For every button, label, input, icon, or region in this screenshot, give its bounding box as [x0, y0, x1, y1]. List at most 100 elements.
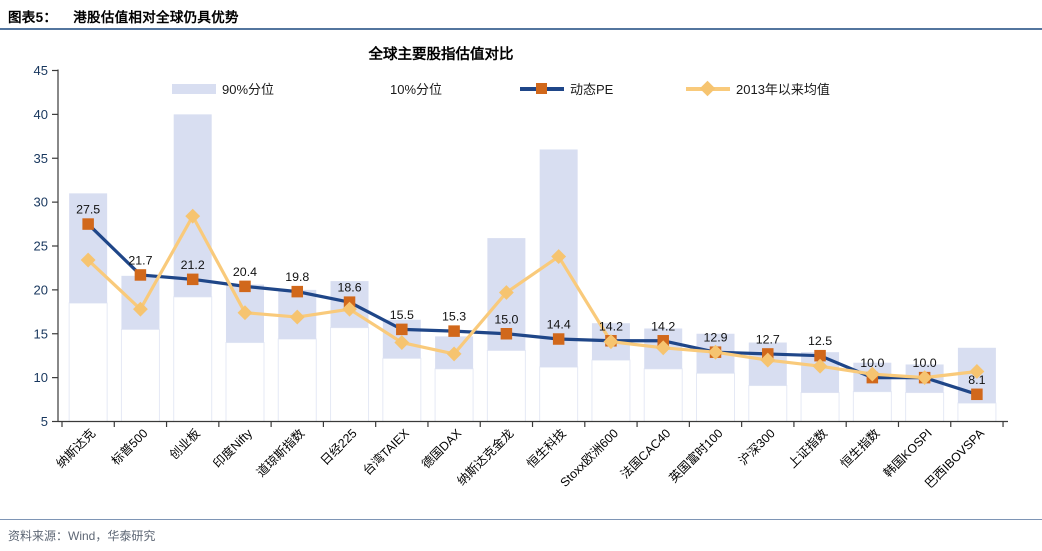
mean-diamond-marker-icon [969, 364, 985, 379]
x-axis-label: 沪深300 [736, 426, 778, 468]
percentile10-base-bar [852, 391, 892, 423]
percentile10-base-bar [120, 328, 160, 422]
figure-title: 港股估值相对全球仍具优势 [73, 10, 239, 25]
pe-value-label: 15.3 [442, 310, 466, 324]
pe-value-label: 27.5 [76, 203, 100, 217]
mean-diamond-marker-icon [551, 249, 567, 264]
y-axis-tick-label: 15 [34, 326, 48, 341]
mean-diamond-marker-icon [394, 335, 410, 350]
percentile10-base-bar [643, 368, 683, 423]
legend-item-mean-since-2013: 2013年以来均值 [686, 80, 830, 97]
y-axis-tick-label: 20 [34, 282, 48, 297]
legend-item-dynamic-pe: 动态PE [520, 81, 613, 97]
x-axis-label: 上证指数 [785, 426, 830, 471]
legend-swatch-mean [686, 80, 730, 97]
mean-diamond-marker-icon [185, 208, 201, 224]
legend-label: 90%分位 [222, 82, 275, 97]
chart-title: 全球主要股指估值对比 [368, 47, 514, 63]
percentile10-base-bar [382, 357, 422, 423]
mean-diamond-marker-icon [498, 285, 514, 300]
pe-value-label: 14.2 [599, 319, 623, 333]
legend-swatch-dynamic-pe [520, 82, 564, 95]
figure-number: 图表5： [8, 10, 58, 25]
pe-value-label: 12.9 [703, 331, 727, 345]
percentile10-base-bar [173, 296, 213, 422]
legend-label: 2013年以来均值 [736, 82, 830, 97]
pe-value-label: 8.1 [968, 373, 985, 387]
pe-value-label: 15.0 [494, 312, 518, 326]
pe-value-label: 19.8 [285, 270, 309, 284]
mean-since-2013-line [87, 214, 978, 380]
mean-diamond-marker-icon [289, 309, 305, 325]
pe-square-marker-icon [291, 285, 304, 298]
pe-value-label: 14.4 [547, 318, 571, 332]
header-divider [0, 28, 1042, 30]
legend-item-90th-percentile: 90%分位 [172, 81, 275, 97]
pe-value-label: 20.4 [233, 265, 257, 279]
percentile10-base-bar [486, 349, 526, 422]
y-axis-tick-label: 45 [34, 63, 48, 78]
legend-swatch-90th-percentile [172, 83, 216, 94]
pe-square-marker-icon [396, 323, 408, 336]
pe-square-marker-icon [186, 273, 199, 286]
percentile10-base-bar [957, 402, 997, 423]
legend-swatch-10th-percentile [340, 83, 384, 94]
mean-diamond-marker-icon [760, 352, 776, 368]
pe-square-marker-icon [552, 333, 565, 345]
pe-value-label: 10.0 [913, 356, 937, 370]
mean-diamond-marker-icon [603, 334, 619, 350]
pe-square-marker-icon [500, 328, 513, 340]
pe-square-marker-icon [82, 218, 94, 230]
dynamic-pe-line [87, 222, 978, 396]
percentile10-base-bar [225, 342, 265, 422]
mean-diamond-marker-icon [342, 301, 357, 317]
pe-value-label: 12.7 [756, 332, 780, 346]
x-axis-label: 创业板 [167, 426, 203, 462]
x-axis-label: 印度Nifty [210, 425, 256, 471]
percentile10-base-bar [591, 359, 631, 423]
mean-diamond-marker-icon [708, 344, 723, 360]
x-axis-label: 法国CAC40 [618, 426, 673, 481]
percentile10-base-bar [539, 366, 579, 422]
pe-value-label: 14.2 [651, 319, 675, 333]
pe-value-label: 21.7 [128, 253, 152, 267]
pe-value-label: 18.6 [337, 281, 361, 295]
percentile10-base-bar [68, 302, 108, 423]
x-axis-label: 道琼斯指数 [253, 426, 307, 480]
pe-value-label: 10.0 [860, 356, 884, 370]
mean-diamond-marker-icon [864, 366, 880, 382]
legend-item-10th-percentile: 10%分位 [340, 81, 443, 97]
pe-square-marker-icon [239, 280, 251, 293]
percentile-range-bar [173, 114, 212, 297]
mean-diamond-marker-icon [237, 305, 253, 321]
y-axis-tick-label: 30 [34, 195, 48, 210]
x-axis-label: 日经225 [318, 426, 360, 468]
legend-label: 10%分位 [390, 82, 443, 97]
pe-square-marker-icon [814, 349, 826, 362]
mean-diamond-marker-icon [655, 340, 671, 356]
percentile-range-bar [69, 193, 108, 304]
figure-header: 图表5： 港股估值相对全球仍具优势 [8, 6, 239, 26]
percentile10-base-bar [696, 372, 735, 422]
pe-value-label: 12.5 [808, 334, 832, 348]
pe-square-marker-icon [448, 325, 460, 337]
mean-diamond-marker-icon [699, 80, 716, 97]
x-axis-label: 恒生科技 [524, 426, 569, 471]
pe-square-marker-icon [971, 388, 983, 401]
percentile10-base-bar [434, 368, 474, 423]
x-axis-label: 纳斯达克金龙 [454, 426, 517, 489]
percentile10-base-bar [748, 385, 788, 422]
pe-value-label: 15.5 [390, 308, 414, 322]
x-axis-label: 英国富时100 [666, 425, 726, 485]
source-note: 资料来源：Wind，华泰研究 [8, 529, 156, 543]
percentile10-base-bar [277, 338, 317, 423]
pe-square-marker-icon [134, 269, 147, 281]
x-axis-label: 台湾TAIEX [359, 426, 411, 478]
x-axis-label: 恒生指数 [837, 426, 882, 471]
mean-diamond-marker-icon [446, 346, 462, 362]
footer-divider [0, 519, 1042, 520]
percentile10-base-bar [330, 327, 370, 423]
y-axis-tick-label: 5 [41, 414, 48, 429]
percentile10-base-bar [905, 392, 945, 423]
